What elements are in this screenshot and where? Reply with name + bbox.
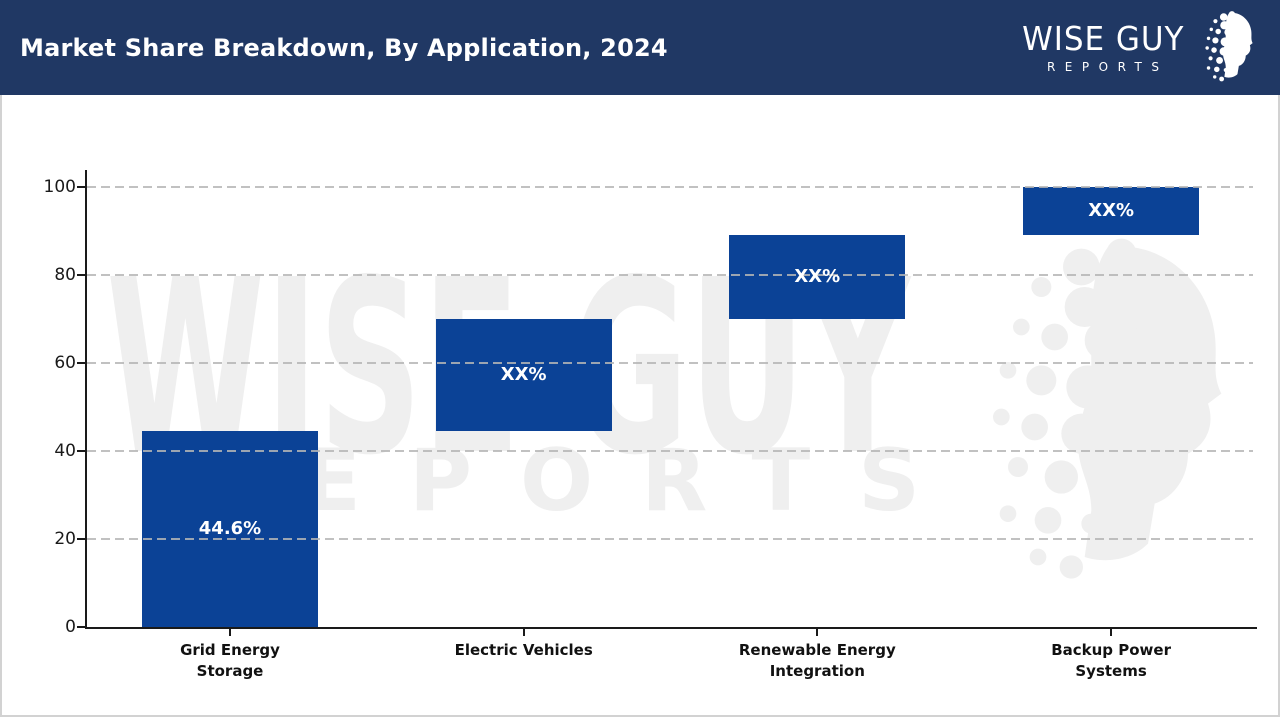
bar-value-label: 44.6%: [198, 517, 262, 539]
waterfall-bar: [1023, 187, 1200, 235]
y-axis-tick-mark: [77, 538, 85, 540]
y-axis-tick-mark: [77, 362, 85, 364]
bar-value-label: XX%: [500, 363, 547, 385]
watermark-face-icon: [993, 238, 1222, 579]
brand-logo: WISE GUY REPORTS: [1017, 8, 1254, 88]
logo-wordmark: WISE GUY: [1022, 18, 1185, 58]
grid-line: [87, 450, 1253, 452]
chart-title: Market Share Breakdown, By Application, …: [20, 33, 668, 62]
x-axis-category-label: Renewable Energy Integration: [738, 641, 896, 680]
x-axis-tick-mark: [522, 629, 525, 636]
brand-logo-text: WISE GUY REPORTS: [1017, 22, 1190, 74]
bar-value-label: XX%: [794, 265, 841, 287]
logo-face-icon: [1205, 10, 1253, 81]
y-axis-line: [85, 170, 87, 629]
x-axis-tick-mark: [816, 629, 819, 636]
grid-line: [87, 186, 1253, 188]
x-axis-category-label: Grid Energy Storage: [180, 641, 280, 680]
x-axis-line: [85, 627, 1257, 629]
x-axis-category-label: Electric Vehicles: [454, 641, 593, 659]
y-axis-tick-mark: [77, 186, 85, 188]
waterfall-bar: [142, 430, 318, 627]
grid-line: [87, 274, 1253, 276]
y-axis-tick-label: 0: [65, 617, 76, 637]
waterfall-bar: [729, 234, 906, 319]
x-axis-category-label: Backup Power Systems: [1051, 641, 1171, 680]
waterfall-bar: [435, 319, 612, 431]
y-axis-tick-mark: [77, 626, 85, 628]
y-axis-tick-label: 40: [54, 441, 76, 461]
bar-value-label: XX%: [1088, 199, 1134, 221]
y-axis-tick-label: 20: [54, 529, 76, 549]
logo-subtext: REPORTS: [1046, 59, 1169, 74]
grid-line: [87, 538, 1253, 540]
y-axis-tick-label: 60: [54, 353, 76, 373]
y-axis-tick-label: 80: [54, 265, 76, 285]
y-axis-tick-label: 100: [43, 177, 76, 197]
x-axis-tick-mark: [1110, 629, 1113, 636]
header-bar: Market Share Breakdown, By Application, …: [0, 0, 1280, 95]
y-axis-tick-mark: [77, 274, 85, 276]
y-axis-tick-mark: [77, 450, 85, 452]
grid-line: [87, 362, 1253, 364]
x-axis-tick-mark: [229, 629, 231, 636]
